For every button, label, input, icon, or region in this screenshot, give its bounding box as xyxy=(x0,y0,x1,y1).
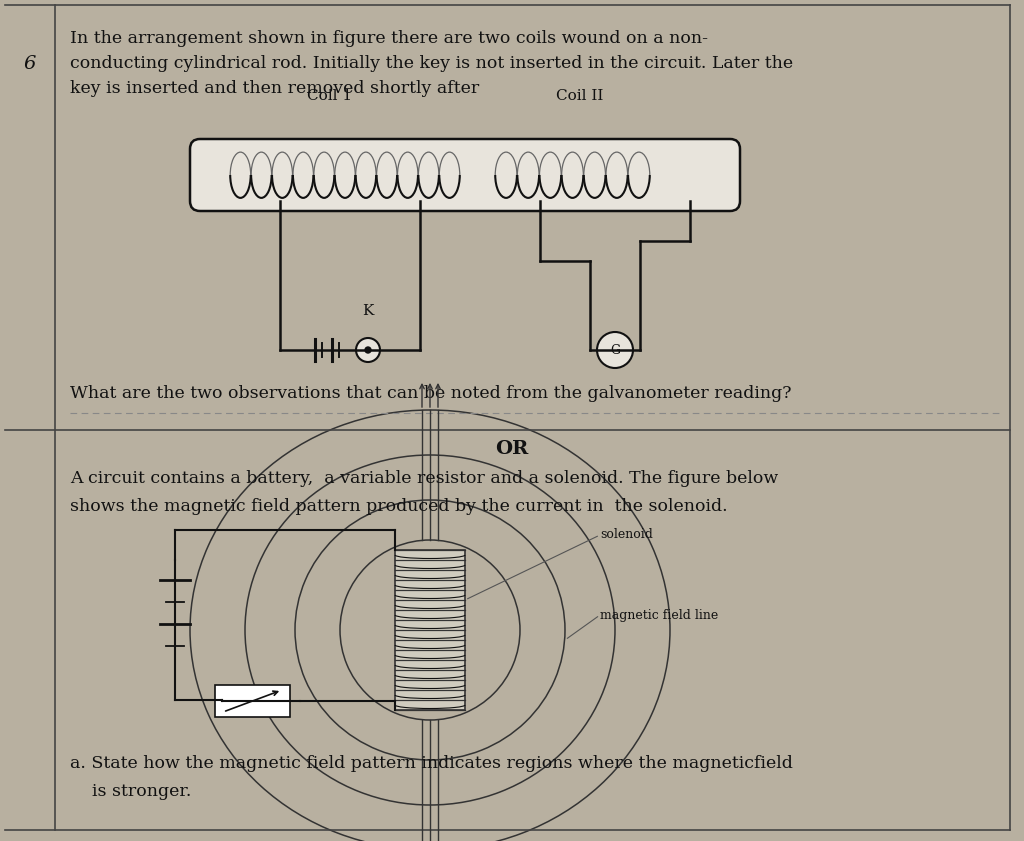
Circle shape xyxy=(365,347,371,353)
Text: Coil II: Coil II xyxy=(556,89,604,103)
Text: magnetic field line: magnetic field line xyxy=(600,609,718,621)
Circle shape xyxy=(356,338,380,362)
Bar xyxy=(395,550,465,710)
Bar xyxy=(215,685,290,717)
Text: In the arrangement shown in figure there are two coils wound on a non-: In the arrangement shown in figure there… xyxy=(70,30,708,47)
Text: shows the magnetic field pattern produced by the current in  the solenoid.: shows the magnetic field pattern produce… xyxy=(70,498,728,515)
FancyBboxPatch shape xyxy=(190,139,740,211)
Circle shape xyxy=(597,332,633,368)
Text: K: K xyxy=(362,304,374,318)
Text: key is inserted and then removed shortly after: key is inserted and then removed shortly… xyxy=(70,80,479,97)
Text: OR: OR xyxy=(496,440,528,458)
Text: a. State how the magnetic field pattern indicates regions where the magneticfiel: a. State how the magnetic field pattern … xyxy=(70,755,793,772)
Text: What are the two observations that can be noted from the galvanometer reading?: What are the two observations that can b… xyxy=(70,385,792,402)
Text: G: G xyxy=(610,343,620,357)
Text: is stronger.: is stronger. xyxy=(70,783,191,800)
Text: 6: 6 xyxy=(24,55,36,73)
Text: solenoid: solenoid xyxy=(600,528,653,542)
Text: conducting cylindrical rod. Initially the key is not inserted in the circuit. La: conducting cylindrical rod. Initially th… xyxy=(70,55,794,72)
Text: A circuit contains a battery,  a variable resistor and a solenoid. The figure be: A circuit contains a battery, a variable… xyxy=(70,470,778,487)
Text: Coil 1: Coil 1 xyxy=(307,89,352,103)
